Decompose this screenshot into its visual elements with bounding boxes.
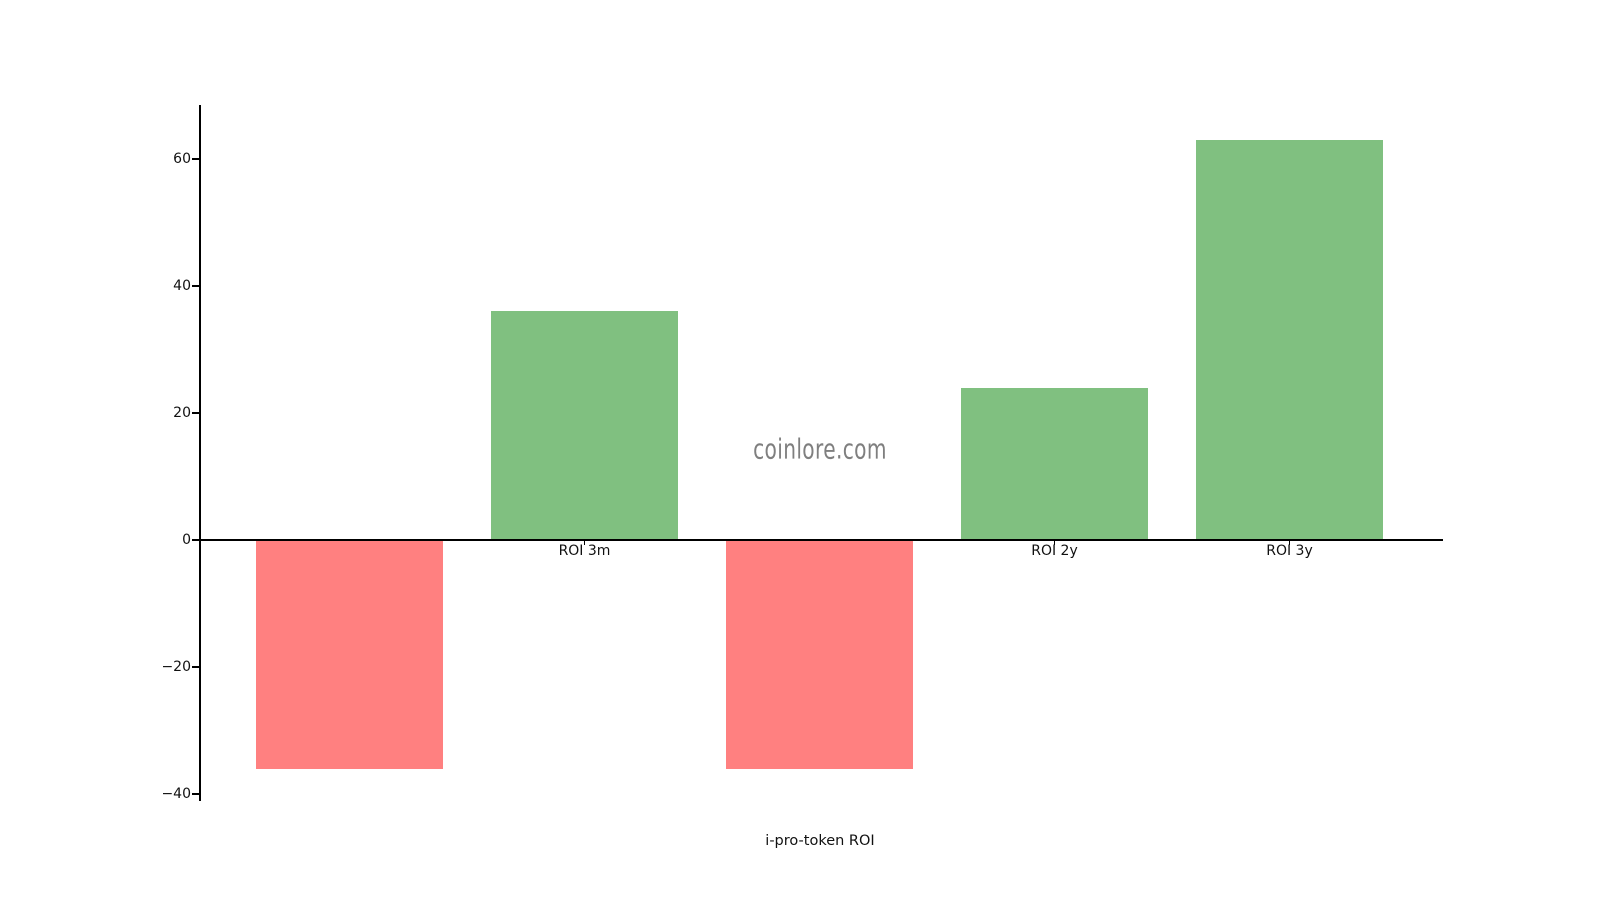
x-tick-label: ROI 3y (1266, 542, 1313, 559)
y-tick-label: 20 (173, 405, 191, 421)
bar (1196, 139, 1383, 540)
y-axis-spine (199, 105, 201, 801)
watermark: coinlore.com (753, 432, 887, 466)
y-tick (192, 412, 200, 414)
bar (726, 540, 913, 769)
bar (961, 387, 1148, 540)
x-axis-line (199, 539, 1443, 541)
y-tick-label: −40 (161, 786, 191, 802)
x-tick (1288, 540, 1291, 545)
y-tick (192, 539, 200, 541)
bar (256, 540, 443, 769)
y-tick (192, 285, 200, 287)
y-tick (192, 793, 200, 795)
chart-title: i-pro-token ROI (765, 833, 875, 849)
bar (491, 311, 678, 540)
x-tick (583, 540, 586, 545)
y-tick-label: 40 (173, 278, 191, 294)
y-tick-label: −20 (161, 659, 191, 675)
x-tick-label: ROI 3m (558, 542, 611, 559)
y-tick-label: 60 (173, 151, 191, 167)
y-tick (192, 158, 200, 160)
x-tick-label: ROI 2y (1031, 542, 1078, 559)
y-tick (192, 666, 200, 668)
y-tick-label: 0 (182, 532, 191, 548)
x-tick (1053, 540, 1056, 545)
